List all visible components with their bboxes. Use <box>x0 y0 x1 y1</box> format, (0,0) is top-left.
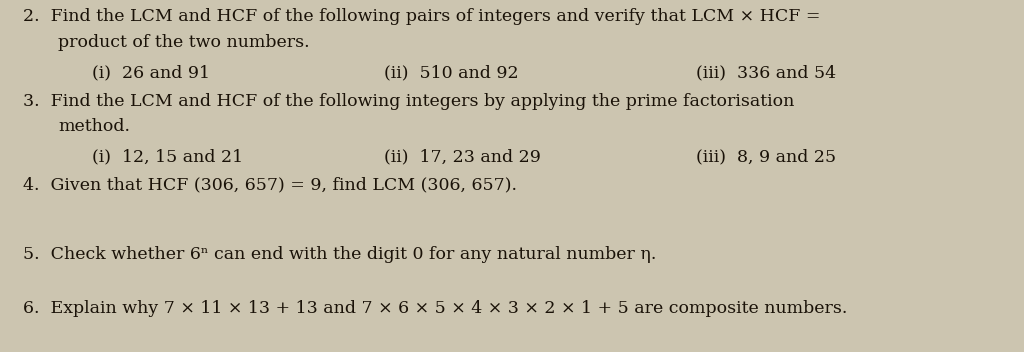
Text: (i)  26 and 91: (i) 26 and 91 <box>92 64 210 81</box>
Text: 4.  Given that HCF (306, 657) = 9, find LCM (306, 657).: 4. Given that HCF (306, 657) = 9, find L… <box>23 177 516 194</box>
Text: (ii)  17, 23 and 29: (ii) 17, 23 and 29 <box>384 148 541 165</box>
Text: 6.  Explain why 7 × 11 × 13 + 13 and 7 × 6 × 5 × 4 × 3 × 2 × 1 + 5 are composite: 6. Explain why 7 × 11 × 13 + 13 and 7 × … <box>23 300 847 317</box>
Text: 3.  Find the LCM and HCF of the following integers by applying the prime factori: 3. Find the LCM and HCF of the following… <box>23 93 794 110</box>
Text: 2.  Find the LCM and HCF of the following pairs of integers and verify that LCM : 2. Find the LCM and HCF of the following… <box>23 8 820 25</box>
Text: 5.  Check whether 6ⁿ can end with the digit 0 for any natural number η.: 5. Check whether 6ⁿ can end with the dig… <box>23 246 656 263</box>
Text: (ii)  510 and 92: (ii) 510 and 92 <box>384 64 518 81</box>
Text: (iii)  8, 9 and 25: (iii) 8, 9 and 25 <box>696 148 837 165</box>
Text: (iii)  336 and 54: (iii) 336 and 54 <box>696 64 837 81</box>
Text: (i)  12, 15 and 21: (i) 12, 15 and 21 <box>92 148 244 165</box>
Text: product of the two numbers.: product of the two numbers. <box>58 34 310 51</box>
Text: method.: method. <box>58 118 130 136</box>
